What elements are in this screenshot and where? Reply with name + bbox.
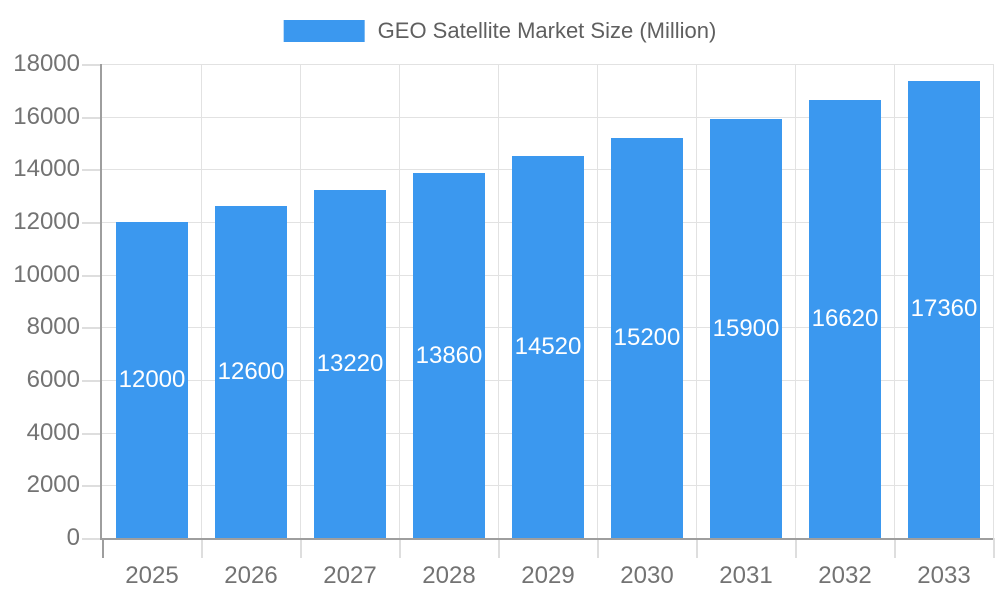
y-tick-mark [82,117,102,119]
y-gridline [102,64,993,65]
y-tick-label: 10000 [13,261,80,288]
bar[interactable] [215,206,287,538]
y-tick-mark [82,538,102,540]
bar-value-label: 15200 [613,324,681,351]
y-gridline [102,117,993,118]
y-tick-mark [82,380,102,382]
x-axis-line [100,538,993,540]
x-tick-mark [300,538,302,558]
bar[interactable] [413,173,485,538]
x-tick-mark [498,538,500,558]
y-tick-mark [82,222,102,224]
x-tick-mark [201,538,203,558]
x-tick-mark [696,538,698,558]
y-tick-mark [82,433,102,435]
x-gridline [498,64,499,538]
bar[interactable] [809,100,881,538]
x-tick-label: 2030 [620,562,674,589]
legend[interactable]: GEO Satellite Market Size (Million) [283,18,717,43]
x-tick-label: 2025 [125,562,179,589]
x-tick-mark [894,538,896,558]
x-tick-mark [102,538,104,558]
x-gridline [201,64,202,538]
bar-value-label: 14520 [514,333,582,360]
x-tick-label: 2031 [719,562,773,589]
x-gridline [300,64,301,538]
x-tick-label: 2026 [224,562,278,589]
x-tick-label: 2032 [818,562,872,589]
x-tick-mark [795,538,797,558]
y-tick-label: 18000 [13,50,80,77]
x-tick-mark [597,538,599,558]
y-tick-mark [82,275,102,277]
x-gridline [399,64,400,538]
bar[interactable] [908,81,980,538]
bar-value-label: 13220 [316,350,384,377]
legend-swatch [283,20,365,42]
bar-value-label: 16620 [811,305,879,332]
x-gridline [993,64,994,538]
x-tick-label: 2029 [521,562,575,589]
y-tick-label: 8000 [26,313,80,340]
y-tick-mark [82,64,102,66]
y-tick-label: 14000 [13,155,80,182]
y-tick-label: 12000 [13,208,80,235]
y-tick-label: 6000 [26,366,80,393]
y-axis-line [100,64,102,538]
x-tick-mark [399,538,401,558]
x-tick-mark [993,538,995,558]
y-tick-mark [82,327,102,329]
x-gridline [597,64,598,538]
bar[interactable] [314,190,386,538]
x-gridline [894,64,895,538]
bar-value-label: 13860 [415,342,483,369]
y-tick-mark [82,485,102,487]
x-tick-label: 2028 [422,562,476,589]
bar-value-label: 12600 [217,358,285,385]
y-tick-label: 0 [66,524,80,551]
y-tick-label: 4000 [26,419,80,446]
bar-value-label: 15900 [712,315,780,342]
bar[interactable] [710,119,782,538]
x-gridline [696,64,697,538]
bar[interactable] [512,156,584,538]
y-tick-label: 16000 [13,103,80,130]
bar-value-label: 12000 [118,366,186,393]
x-tick-label: 2033 [917,562,971,589]
x-tick-label: 2027 [323,562,377,589]
bar[interactable] [611,138,683,538]
x-gridline [795,64,796,538]
y-tick-mark [82,169,102,171]
bar-value-label: 17360 [910,295,978,322]
bar[interactable] [116,222,188,538]
legend-label: GEO Satellite Market Size (Million) [377,18,717,43]
y-tick-label: 2000 [26,471,80,498]
